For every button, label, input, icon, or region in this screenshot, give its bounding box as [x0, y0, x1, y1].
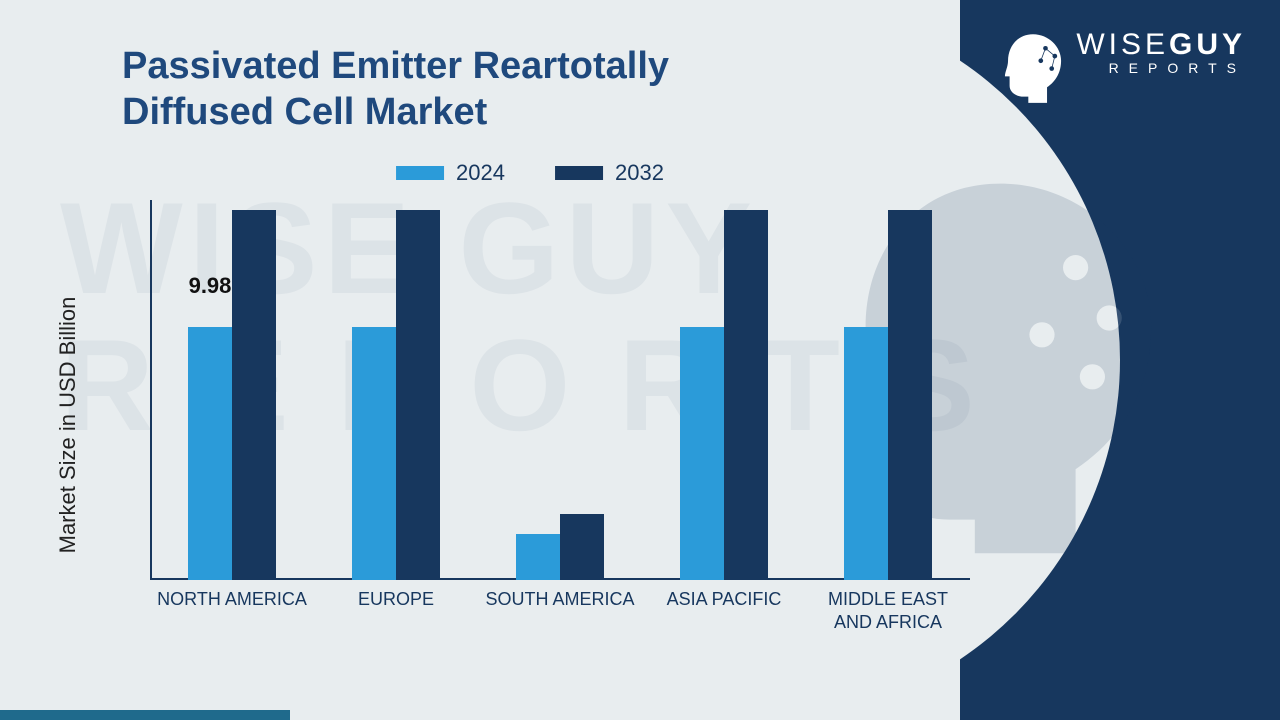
brand-word-b: GUY: [1169, 28, 1246, 61]
bar-value-label: 9.98: [189, 273, 232, 299]
bar-2024: [844, 327, 888, 580]
chart-area: 2024 2032 9.98 Market Size in USD Billio…: [90, 160, 970, 690]
bar-group: [478, 514, 642, 580]
bar-2024: [352, 327, 396, 580]
bar-2024: [516, 534, 560, 580]
brand-block: WISEGUY REPORTS: [1076, 28, 1246, 76]
bar-2024: [680, 327, 724, 580]
category-label: NORTH AMERICA: [150, 584, 314, 633]
brand-head-icon: [994, 28, 1072, 106]
bar-2032: [396, 210, 440, 580]
legend-swatch-2024: [396, 166, 444, 180]
category-label: SOUTH AMERICA: [478, 584, 642, 633]
legend-label-2024: 2024: [456, 160, 505, 186]
legend-label-2032: 2032: [615, 160, 664, 186]
bar-2032: [888, 210, 932, 580]
plot-area: 9.98: [150, 200, 970, 580]
brand-word-a: WISE: [1076, 28, 1169, 61]
category-label: EUROPE: [314, 584, 478, 633]
category-label: MIDDLE EAST AND AFRICA: [806, 584, 970, 633]
chart-title: Passivated Emitter Reartotally Diffused …: [122, 44, 772, 135]
bar-group: [642, 210, 806, 580]
bar-2032: [560, 514, 604, 580]
y-axis-label: Market Size in USD Billion: [55, 297, 81, 554]
brand-line1: WISEGUY: [1076, 28, 1246, 62]
figure-canvas: WISE GUY R E P O R T S WISEGUY REPORTS P…: [0, 0, 1280, 720]
bar-2024: [188, 327, 232, 580]
bar-group: [150, 210, 314, 580]
legend-item-2024: 2024: [396, 160, 505, 186]
bar-group: [314, 210, 478, 580]
legend-item-2032: 2032: [555, 160, 664, 186]
bar-2032: [232, 210, 276, 580]
bottom-accent-bar: [0, 710, 290, 720]
legend: 2024 2032: [396, 160, 664, 186]
brand-line2: REPORTS: [1076, 60, 1246, 76]
bar-group: [806, 210, 970, 580]
legend-swatch-2032: [555, 166, 603, 180]
bar-2032: [724, 210, 768, 580]
category-label: ASIA PACIFIC: [642, 584, 806, 633]
category-labels-row: NORTH AMERICAEUROPESOUTH AMERICAASIA PAC…: [150, 584, 970, 633]
